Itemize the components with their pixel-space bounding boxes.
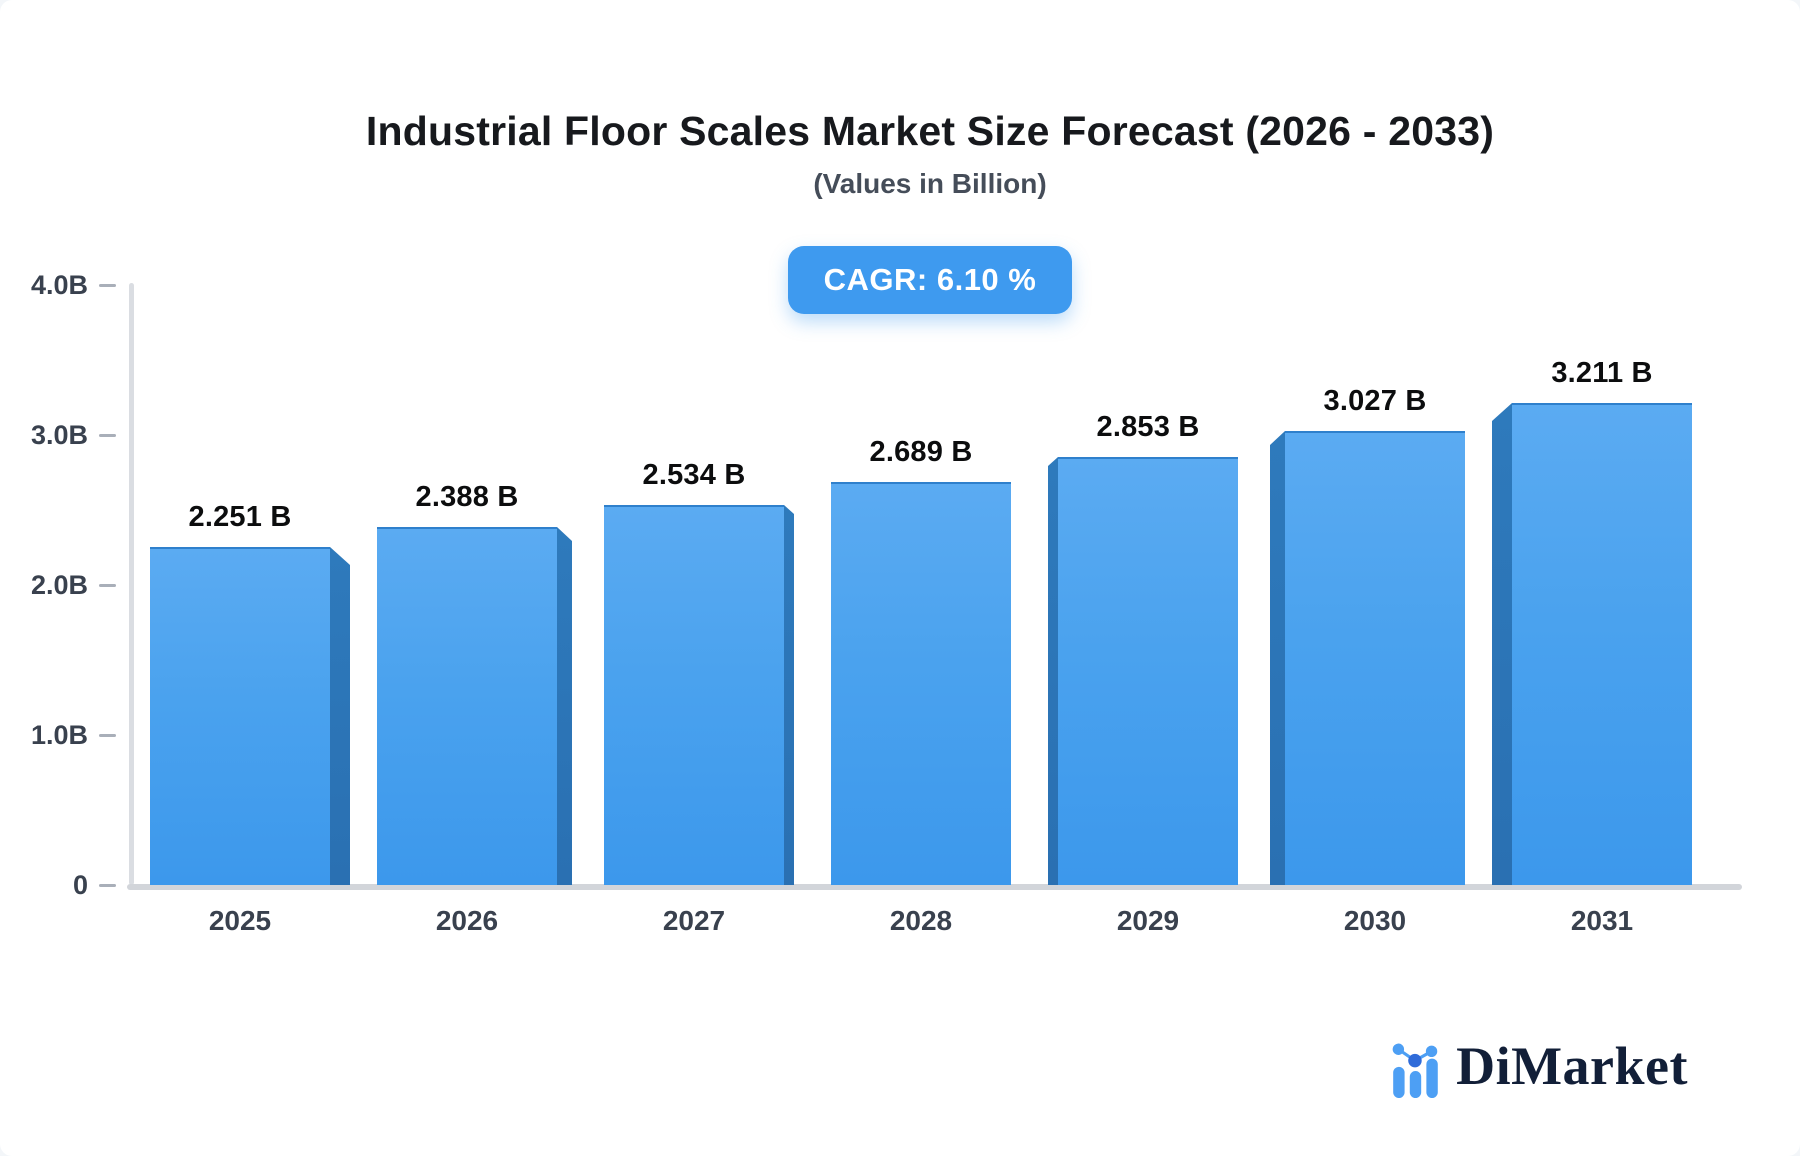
- dimarket-logo: DiMarket: [1392, 1034, 1688, 1098]
- y-axis-label: 3.0B: [30, 420, 88, 450]
- x-axis-label: 2031: [1570, 905, 1634, 936]
- bar-side: [1492, 403, 1512, 885]
- x-axis-label: 2028: [889, 905, 953, 936]
- bar-value-label: 2.388 B: [415, 481, 519, 513]
- y-axis-label: 1.0B: [30, 720, 88, 750]
- bar-value-label: 2.853 B: [1096, 411, 1200, 443]
- y-axis-label: 0: [72, 870, 88, 900]
- bar-side: [784, 505, 794, 885]
- bar-2027: [604, 505, 784, 885]
- x-axis-label: 2027: [662, 905, 726, 936]
- bar-2029: [1058, 457, 1238, 885]
- x-axis-label: 2029: [1116, 905, 1180, 936]
- y-axis-tick: [99, 884, 116, 887]
- chart-subtitle: (Values in Billion): [813, 168, 1047, 200]
- brand-name: DiMarket: [1456, 1036, 1688, 1096]
- bar-value-label: 2.689 B: [869, 436, 973, 468]
- bar-value-label: 3.027 B: [1323, 385, 1427, 417]
- y-axis-label: 4.0B: [30, 270, 88, 300]
- x-axis-label: 2026: [435, 905, 499, 936]
- bar-side: [330, 547, 350, 885]
- bar-side: [1270, 431, 1285, 885]
- bar-value-label: 2.251 B: [188, 501, 292, 533]
- x-axis-label: 2025: [208, 905, 272, 936]
- x-axis-label: 2030: [1343, 905, 1407, 936]
- y-axis-line: [129, 283, 134, 885]
- y-axis-tick: [99, 734, 116, 737]
- bar-value-label: 2.534 B: [642, 459, 746, 491]
- bar-side: [1048, 457, 1058, 885]
- chart-title: Industrial Floor Scales Market Size Fore…: [365, 108, 1495, 154]
- bar-2031: [1512, 403, 1692, 885]
- y-axis-tick: [99, 284, 116, 287]
- bar-value-label: 3.211 B: [1551, 357, 1653, 389]
- bar-line-chart-icon: [1392, 1043, 1438, 1098]
- bar-2025: [150, 547, 330, 885]
- cagr-badge: CAGR: 6.10 %: [787, 246, 1073, 315]
- bar-2026: [377, 527, 557, 885]
- y-axis-label: 2.0B: [30, 570, 88, 600]
- y-axis-tick: [99, 434, 116, 437]
- bar-2030: [1285, 431, 1465, 885]
- bar-2028: [831, 482, 1011, 885]
- bar-side: [557, 527, 572, 885]
- y-axis-tick: [99, 584, 116, 587]
- cagr-badge-row: CAGR: 6.10 %: [60, 246, 1800, 315]
- chart-header: Industrial Floor Scales Market Size Fore…: [60, 0, 1800, 315]
- x-axis-line: [127, 884, 1742, 890]
